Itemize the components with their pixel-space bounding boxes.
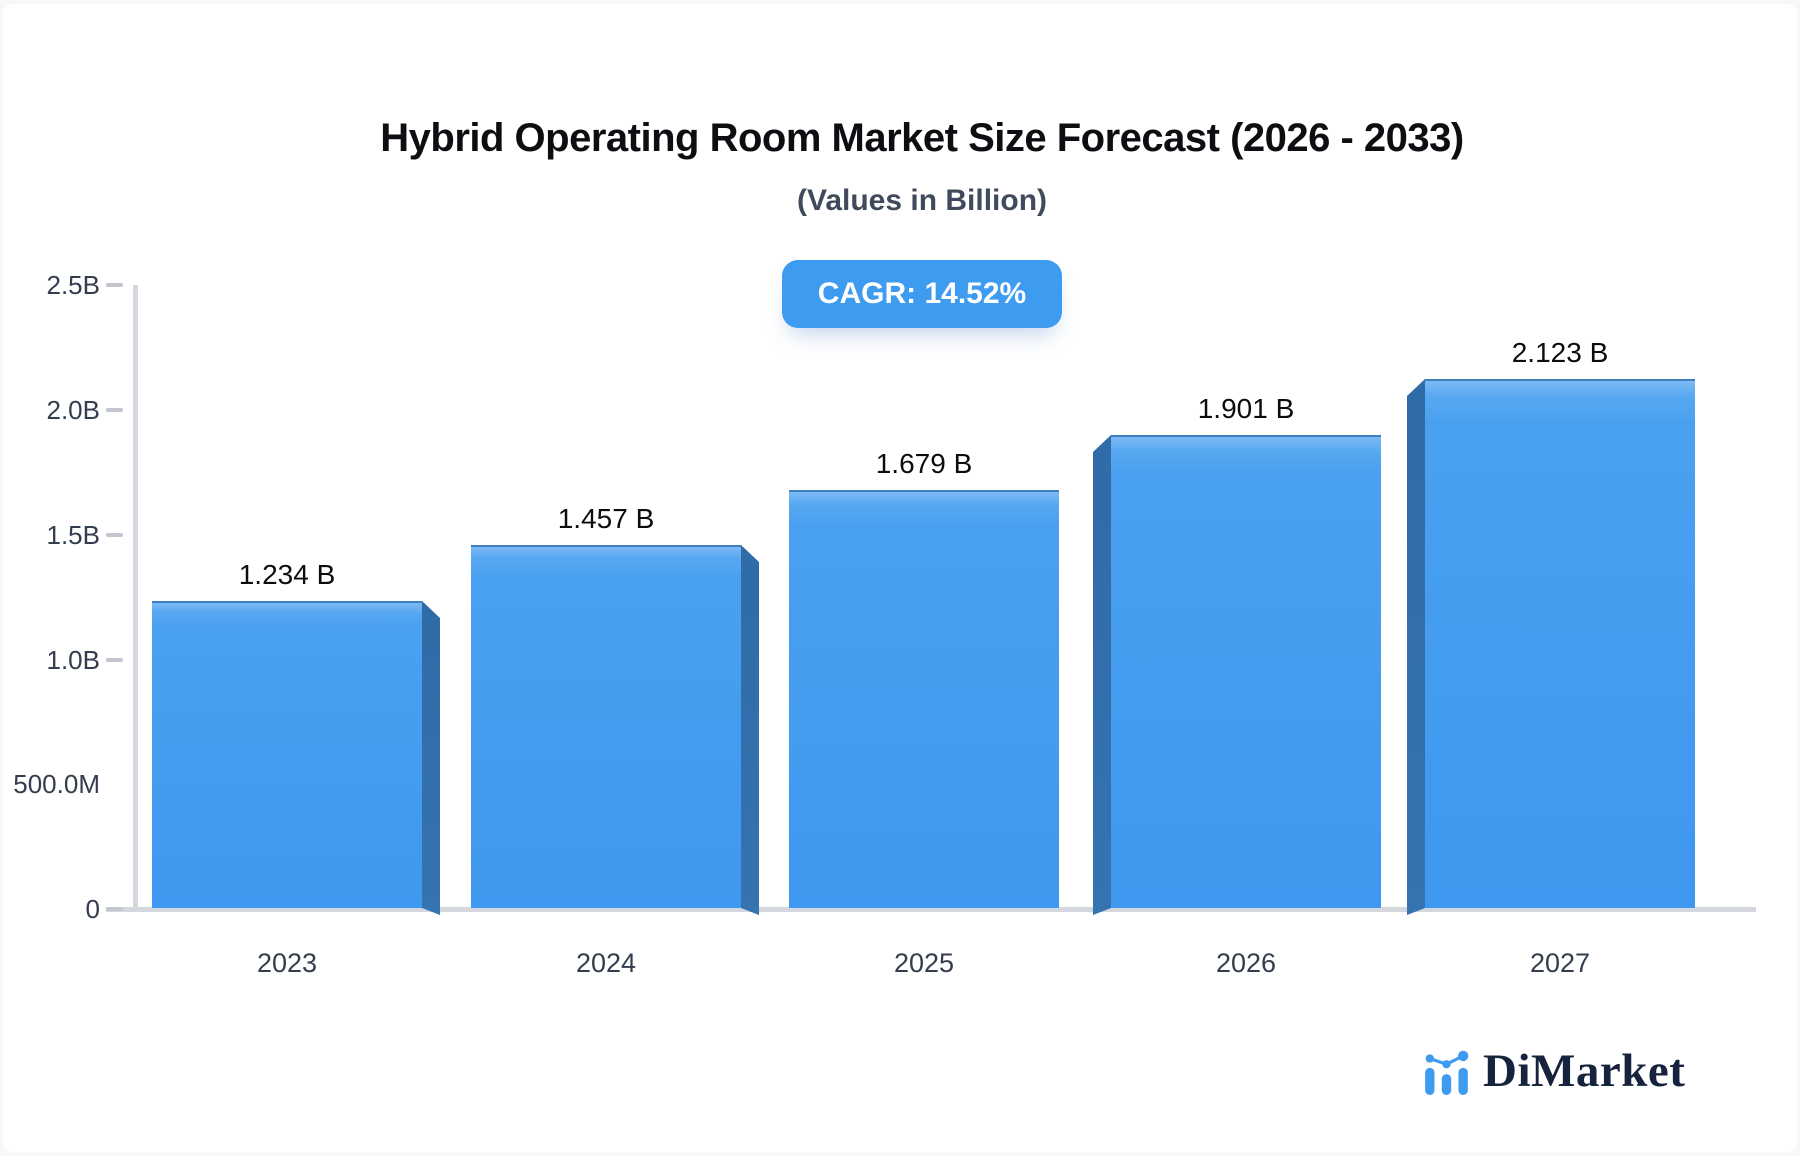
cagr-badge: CAGR: 14.52% — [781, 260, 1063, 328]
x-axis-label-2026: 2026 — [1215, 948, 1277, 978]
y-tick-label: 1.5B — [46, 520, 101, 550]
y-tick-mark — [106, 658, 123, 662]
x-axis-label-2027: 2027 — [1529, 948, 1591, 978]
bar-2027 — [1425, 379, 1695, 908]
y-tick-mark — [106, 907, 123, 911]
brand-logo-text: DiMarket — [1483, 1045, 1686, 1097]
chart-subtitle: (Values in Billion) — [796, 184, 1048, 217]
bar-value-label-2024: 1.457 B — [557, 503, 655, 534]
y-axis-line — [133, 285, 138, 909]
bar-3d-side-2023 — [422, 601, 440, 915]
y-tick-mark — [106, 408, 123, 412]
y-tick-mark — [106, 533, 123, 537]
y-tick-label: 500.0M — [13, 769, 100, 799]
bar-2024 — [471, 545, 741, 908]
y-tick-mark — [106, 283, 123, 287]
bar-3d-side-2026 — [1093, 435, 1111, 915]
x-axis-label-2024: 2024 — [575, 948, 637, 978]
brand-logo: DiMarket — [1423, 1044, 1685, 1098]
y-tick-label: 2.5B — [46, 270, 101, 300]
bar-2023 — [152, 601, 422, 908]
bar-chart: 2.5B 2.0B 1.5B 1.0B 500.0M 0 1.234 B 2023 1.457 … — [3, 4, 1800, 1156]
chart-card: Hybrid Operating Room Market Size Foreca… — [3, 4, 1797, 1152]
bar-value-label-2027: 2.123 B — [1511, 337, 1609, 368]
x-axis-label-2023: 2023 — [256, 948, 318, 978]
bar-2025 — [789, 490, 1059, 908]
y-tick-label: 0 — [85, 894, 100, 924]
bar-chart-logo-icon — [1425, 1050, 1469, 1095]
bar-3d-side-2024 — [741, 545, 759, 915]
bar-value-label-2026: 1.901 B — [1197, 393, 1295, 424]
y-tick-label: 1.0B — [46, 645, 101, 675]
bar-2026 — [1111, 435, 1381, 908]
bar-value-label-2023: 1.234 B — [238, 559, 336, 590]
x-axis-line — [106, 907, 1756, 912]
bar-value-label-2025: 1.679 B — [875, 448, 973, 479]
x-axis-label-2025: 2025 — [893, 948, 955, 978]
y-tick-label: 2.0B — [46, 395, 101, 425]
chart-title: Hybrid Operating Room Market Size Foreca… — [380, 116, 1464, 160]
bar-3d-side-2027 — [1407, 379, 1425, 915]
